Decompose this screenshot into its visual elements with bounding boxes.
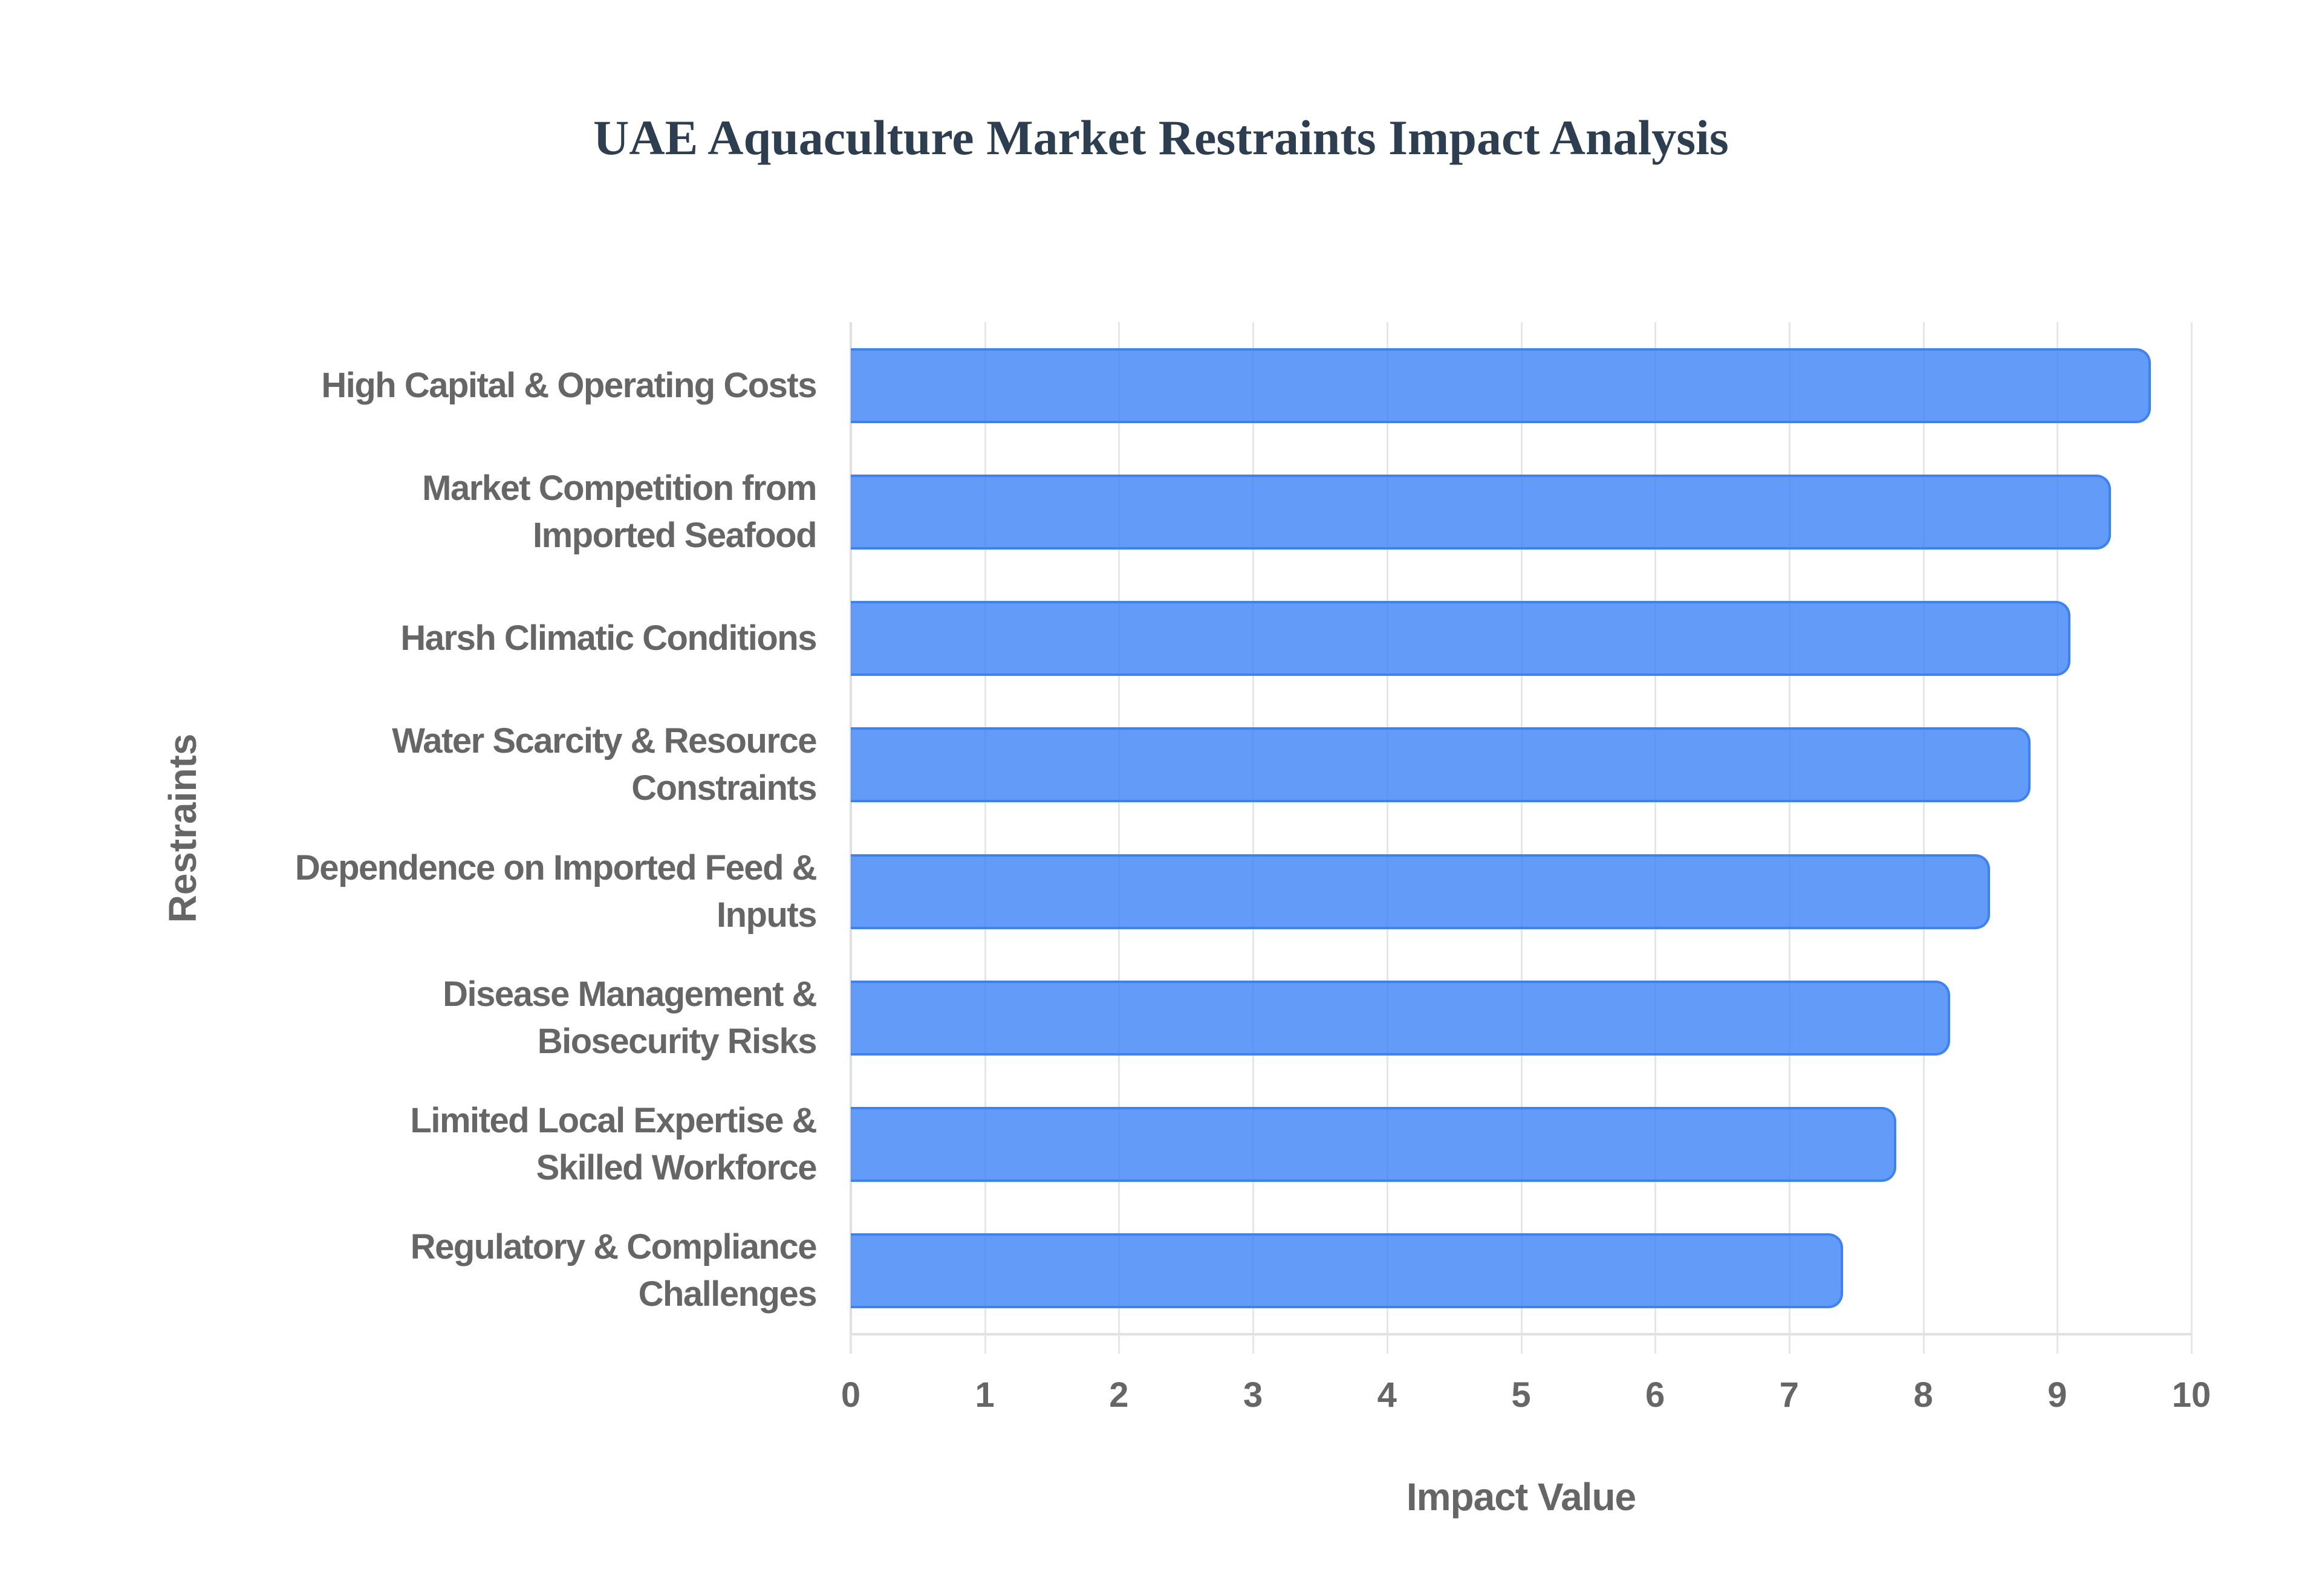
gridline: [1386, 322, 1388, 1334]
y-category-label: Water Scarcity & Resource Constraints: [181, 718, 817, 812]
y-category-label-line: Constraints: [631, 768, 817, 808]
y-category-label-line: Inputs: [717, 895, 817, 935]
gridline: [2191, 322, 2193, 1334]
y-axis-labels: High Capital & Operating Costs Market Com…: [181, 322, 818, 1334]
gridline: [1118, 322, 1120, 1334]
x-axis-title: Impact Value: [1406, 1475, 1636, 1519]
x-tick-label: 10: [2171, 1375, 2211, 1415]
x-tick-label: 7: [1779, 1375, 1800, 1415]
y-category-label-line: Harsh Climatic Conditions: [400, 618, 817, 658]
y-category-label-line: Challenges: [638, 1274, 818, 1314]
y-category-label-line: Disease Management &: [443, 974, 817, 1014]
x-tick-label: 9: [2047, 1375, 2067, 1415]
gridline: [1654, 322, 1657, 1334]
y-category-label-line: Biosecurity Risks: [537, 1021, 818, 1061]
y-category-label: Limited Local Expertise & Skilled Workfor…: [181, 1097, 818, 1192]
x-tick-label: 5: [1511, 1375, 1531, 1415]
gridline: [1922, 322, 1925, 1334]
gridline: [1788, 322, 1790, 1334]
x-tick-label: 6: [1645, 1375, 1665, 1415]
x-tick-label: 0: [841, 1375, 861, 1415]
bar[interactable]: [851, 1107, 1897, 1182]
y-axis-line: [850, 322, 852, 1354]
x-tick-label: 3: [1243, 1375, 1263, 1415]
y-category-label: High Capital & Operating Costs: [181, 362, 817, 409]
bar[interactable]: [851, 980, 1950, 1056]
chart-title: UAE Aquaculture Market Restraints Impact…: [593, 110, 1729, 165]
bar[interactable]: [851, 601, 2071, 676]
x-tick-mark: [1788, 1334, 1790, 1354]
bar[interactable]: [851, 474, 2111, 550]
y-category-label-line: Dependence on Imported Feed &: [294, 848, 818, 887]
x-tick-label: 2: [1109, 1375, 1129, 1415]
x-tick-mark: [1252, 1334, 1255, 1354]
x-tick-mark: [1654, 1334, 1657, 1354]
bar[interactable]: [851, 727, 2031, 803]
y-category-label-line: High Capital & Operating Costs: [321, 365, 817, 405]
gridline: [1520, 322, 1523, 1334]
x-tick-mark: [1922, 1334, 1925, 1354]
x-tick-mark: [2057, 1334, 2059, 1354]
y-category-label-line: Regulatory & Compliance: [410, 1227, 818, 1267]
y-category-label: Regulatory & Compliance Challenges: [181, 1224, 818, 1318]
x-tick-mark: [984, 1334, 986, 1354]
x-tick-mark: [850, 1334, 852, 1354]
y-category-label: Dependence on Imported Feed & Inputs: [181, 845, 818, 939]
x-tick-label: 8: [1913, 1375, 1933, 1415]
x-tick-mark: [2191, 1334, 2193, 1354]
x-tick-label: 1: [975, 1375, 995, 1415]
y-category-label: Harsh Climatic Conditions: [181, 615, 817, 662]
y-category-label-line: Limited Local Expertise &: [410, 1101, 817, 1141]
gridline: [2057, 322, 2059, 1334]
x-tick-mark: [1386, 1334, 1388, 1354]
x-tick-mark: [1118, 1334, 1120, 1354]
x-tick-mark: [1520, 1334, 1523, 1354]
bar[interactable]: [851, 1233, 1843, 1309]
y-category-label: Market Competition from Imported Seafood: [181, 465, 818, 559]
x-tick-label: 4: [1377, 1375, 1397, 1415]
y-category-label-line: Skilled Workforce: [536, 1148, 818, 1188]
y-category-label: Disease Management & Biosecurity Risks: [181, 971, 818, 1065]
bar[interactable]: [851, 348, 2151, 423]
y-category-label-line: Water Scarcity & Resource: [392, 721, 817, 761]
y-category-label-line: Market Competition from: [422, 468, 817, 508]
gridline: [1252, 322, 1255, 1334]
plot-area: 0 1 2 3 4 5 6 7 8 9 10: [841, 322, 2211, 1415]
gridline: [984, 322, 986, 1334]
y-category-label-line: Imported Seafood: [532, 515, 818, 555]
bar[interactable]: [851, 854, 1991, 929]
